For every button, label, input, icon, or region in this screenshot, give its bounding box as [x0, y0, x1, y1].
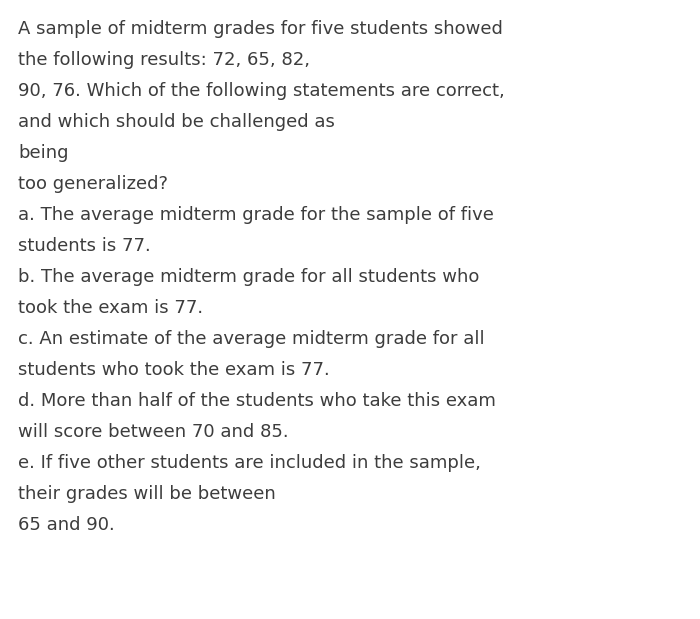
Text: the following results: 72, 65, 82,: the following results: 72, 65, 82, [18, 51, 310, 69]
Text: A sample of midterm grades for five students showed: A sample of midterm grades for five stud… [18, 20, 503, 38]
Text: 90, 76. Which of the following statements are correct,: 90, 76. Which of the following statement… [18, 82, 505, 100]
Text: 65 and 90.: 65 and 90. [18, 516, 115, 534]
Text: b. The average midterm grade for all students who: b. The average midterm grade for all stu… [18, 268, 480, 286]
Text: took the exam is 77.: took the exam is 77. [18, 299, 203, 317]
Text: students is 77.: students is 77. [18, 237, 150, 255]
Text: will score between 70 and 85.: will score between 70 and 85. [18, 423, 288, 441]
Text: and which should be challenged as: and which should be challenged as [18, 113, 335, 131]
Text: being: being [18, 144, 69, 162]
Text: their grades will be between: their grades will be between [18, 485, 276, 503]
Text: a. The average midterm grade for the sample of five: a. The average midterm grade for the sam… [18, 206, 494, 224]
Text: c. An estimate of the average midterm grade for all: c. An estimate of the average midterm gr… [18, 330, 484, 348]
Text: e. If five other students are included in the sample,: e. If five other students are included i… [18, 454, 481, 472]
Text: d. More than half of the students who take this exam: d. More than half of the students who ta… [18, 392, 496, 410]
Text: students who took the exam is 77.: students who took the exam is 77. [18, 361, 330, 379]
Text: too generalized?: too generalized? [18, 175, 168, 193]
